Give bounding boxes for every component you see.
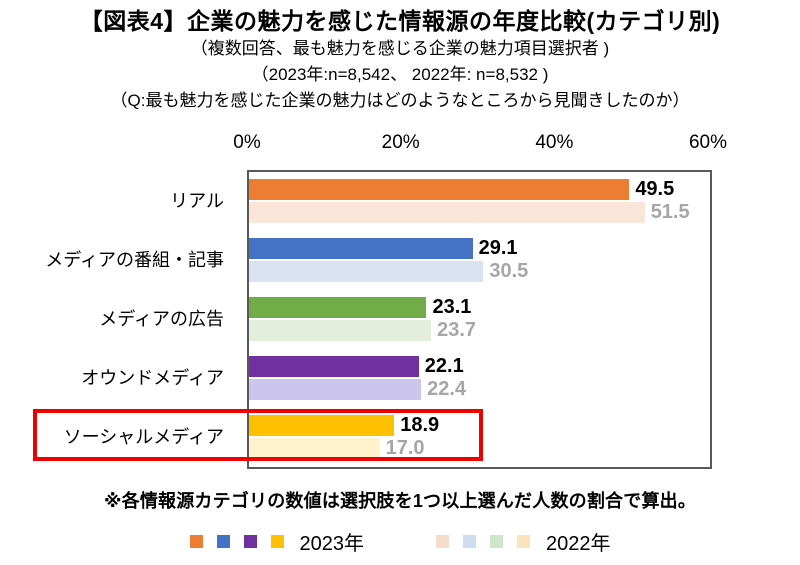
subtitle-line-2: （2023年:n=8,542、 2022年: n=8,532 ): [251, 65, 549, 84]
legend-label: 2023年: [299, 533, 365, 555]
bar-2022年: [249, 379, 422, 400]
x-axis-tick: 0%: [233, 132, 261, 153]
bar-2023年: [249, 238, 473, 259]
legend-group: 2022年: [436, 527, 611, 556]
bar-line: 23.1: [249, 297, 710, 318]
x-axis-tick: 20%: [381, 132, 420, 153]
legend-swatch-icon: [517, 535, 530, 548]
value-label-2023年: 18.9: [400, 414, 440, 436]
category-label: オウンドメディア: [81, 367, 224, 388]
value-label-2022年: 17.0: [385, 437, 425, 459]
legend-swatch-icon: [189, 535, 203, 548]
legend: 2023年 2022年: [0, 527, 800, 556]
subtitle-line-3: （Q:最も魅力を感じた企業の魅力はどのようなところから見聞きしたのか）: [110, 91, 690, 110]
legend-swatch-icon: [243, 535, 257, 548]
bar-chart: 0% 20% 40% 60% リアルメディアの番組・記事メディアの広告オウンドメディア…: [0, 132, 800, 472]
bar-row: 49.5 51.5: [249, 172, 710, 231]
bar-line: 22.4: [249, 379, 710, 400]
bar-2022年: [249, 438, 380, 459]
category-labels: リアルメディアの番組・記事メディアの広告オウンドメディアソーシャルメディア: [0, 170, 240, 465]
value-label-2023年: 49.5: [635, 178, 675, 200]
x-axis: 0% 20% 40% 60%: [233, 132, 727, 160]
category-label: メディアの広告: [99, 308, 224, 329]
bar-row: 22.1 22.4: [249, 349, 710, 408]
bar-2023年: [249, 415, 395, 436]
x-axis-tick: 40%: [535, 132, 574, 153]
legend-group: 2023年: [189, 527, 365, 556]
page-title: 【図表4】企業の魅力を感じた情報源の年度比較(カテゴリ別): [79, 8, 721, 34]
bar-line: 29.1: [249, 238, 710, 259]
legend-swatch-icon: [490, 535, 503, 548]
value-label-2022年: 30.5: [489, 260, 529, 282]
category-label: メディアの番組・記事: [45, 249, 224, 270]
bar-2022年: [249, 202, 645, 223]
value-label-2022年: 22.4: [427, 378, 467, 400]
value-label-2023年: 22.1: [424, 355, 464, 377]
subtitle-line-1: （複数回答、最も魅力を感じる企業の魅力項目選択者 ): [190, 39, 610, 58]
legend-swatches: [189, 535, 284, 548]
x-axis-tick: 60%: [688, 132, 728, 153]
bar-line: 17.0: [249, 438, 710, 459]
value-label-2022年: 23.7: [437, 319, 477, 341]
legend-swatch-icon: [463, 535, 476, 548]
bar-line: 51.5: [249, 202, 710, 223]
bar-line: 18.9: [249, 415, 710, 436]
legend-label: 2022年: [546, 533, 611, 555]
bar-row: 18.9 17.0: [249, 408, 710, 467]
highlight-box: [33, 409, 483, 461]
legend-swatch-icon: [270, 535, 284, 548]
category-label: リアル: [170, 190, 224, 211]
bar-line: 23.7: [249, 320, 710, 341]
legend-swatch-icon: [436, 535, 449, 548]
legend-swatches: [436, 535, 530, 548]
bar-line: 22.1: [249, 356, 710, 377]
bar-2023年: [249, 356, 419, 377]
bar-line: 49.5: [249, 179, 710, 200]
category-label: ソーシャルメディア: [63, 426, 224, 447]
bar-2022年: [249, 261, 484, 282]
value-label-2023年: 29.1: [478, 237, 518, 259]
value-label-2022年: 51.5: [650, 201, 690, 223]
bar-2022年: [249, 320, 432, 341]
footnote: ※各情報源カテゴリの数値は選択肢を1つ以上選んだ人数の割合で算出。: [103, 491, 697, 511]
chart-header: 【図表4】企業の魅力を感じた情報源の年度比較(カテゴリ別) （複数回答、最も魅力…: [0, 6, 800, 114]
bar-row: 23.1 23.7: [249, 290, 710, 349]
bar-2023年: [249, 179, 630, 200]
value-label-2023年: 23.1: [432, 296, 472, 318]
bar-2023年: [249, 297, 427, 318]
bar-row: 29.1 30.5: [249, 231, 710, 290]
legend-swatch-icon: [216, 535, 230, 548]
bar-line: 30.5: [249, 261, 710, 282]
